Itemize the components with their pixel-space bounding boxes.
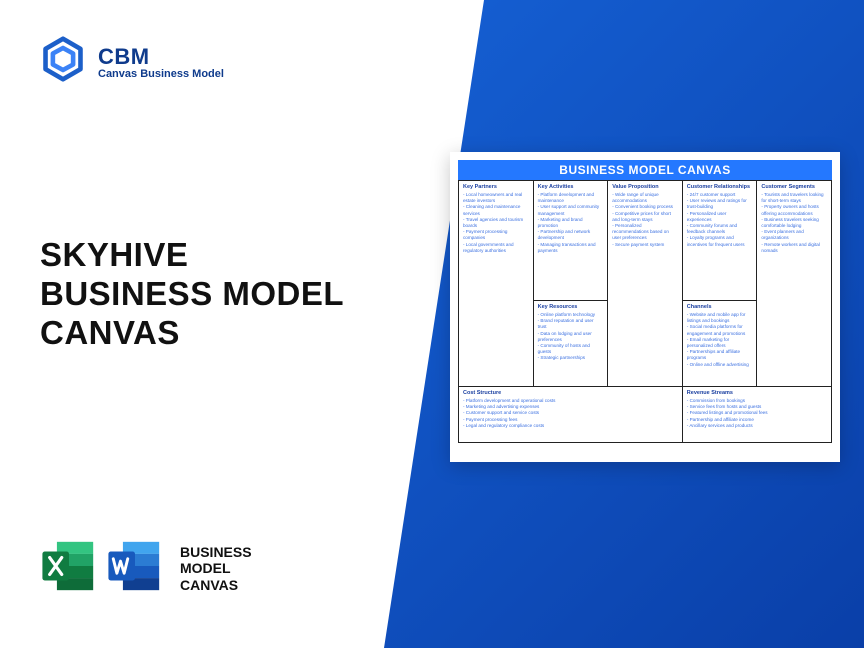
brand-logo-text: CBM Canvas Business Model <box>98 44 224 80</box>
canvas-preview-card: BUSINESS MODEL CANVAS Key Partners- Loca… <box>450 152 840 462</box>
brand-logo-icon <box>40 36 86 87</box>
file-label-1: BUSINESS <box>180 544 252 560</box>
title-line-1: SKYHIVE <box>40 236 344 275</box>
word-icon <box>106 537 164 600</box>
cell-value-proposition: Value Proposition- Wide range of unique … <box>608 181 683 387</box>
cell-channels: Channels- Website and mobile app for lis… <box>683 301 758 387</box>
cell-cost-structure: Cost Structure- Platform development and… <box>459 387 683 443</box>
canvas-grid: Key Partners- Local homeowners and real … <box>458 180 832 443</box>
title-line-2: BUSINESS MODEL <box>40 275 344 314</box>
cell-revenue-streams: Revenue Streams- Commission from booking… <box>683 387 832 443</box>
brand-logo-area: CBM Canvas Business Model <box>40 36 224 87</box>
title-line-3: CANVAS <box>40 314 344 353</box>
file-label-3: CANVAS <box>180 577 252 593</box>
cell-customer-segments: Customer Segments- Tourists and traveler… <box>757 181 832 387</box>
excel-icon <box>40 537 98 600</box>
brand-name: CBM <box>98 44 224 70</box>
file-format-label: BUSINESS MODEL CANVAS <box>180 544 252 592</box>
cell-key-activities: Key Activities- Platform development and… <box>534 181 609 301</box>
cell-key-partners: Key Partners- Local homeowners and real … <box>459 181 534 387</box>
file-label-2: MODEL <box>180 560 252 576</box>
file-format-icons: BUSINESS MODEL CANVAS <box>40 537 252 600</box>
canvas-title: BUSINESS MODEL CANVAS <box>458 160 832 180</box>
brand-subtitle: Canvas Business Model <box>98 68 224 80</box>
cell-key-resources: Key Resources- Online platform technolog… <box>534 301 609 387</box>
page-title: SKYHIVE BUSINESS MODEL CANVAS <box>40 236 344 353</box>
cell-customer-relationships: Customer Relationships- 24/7 customer su… <box>683 181 758 301</box>
